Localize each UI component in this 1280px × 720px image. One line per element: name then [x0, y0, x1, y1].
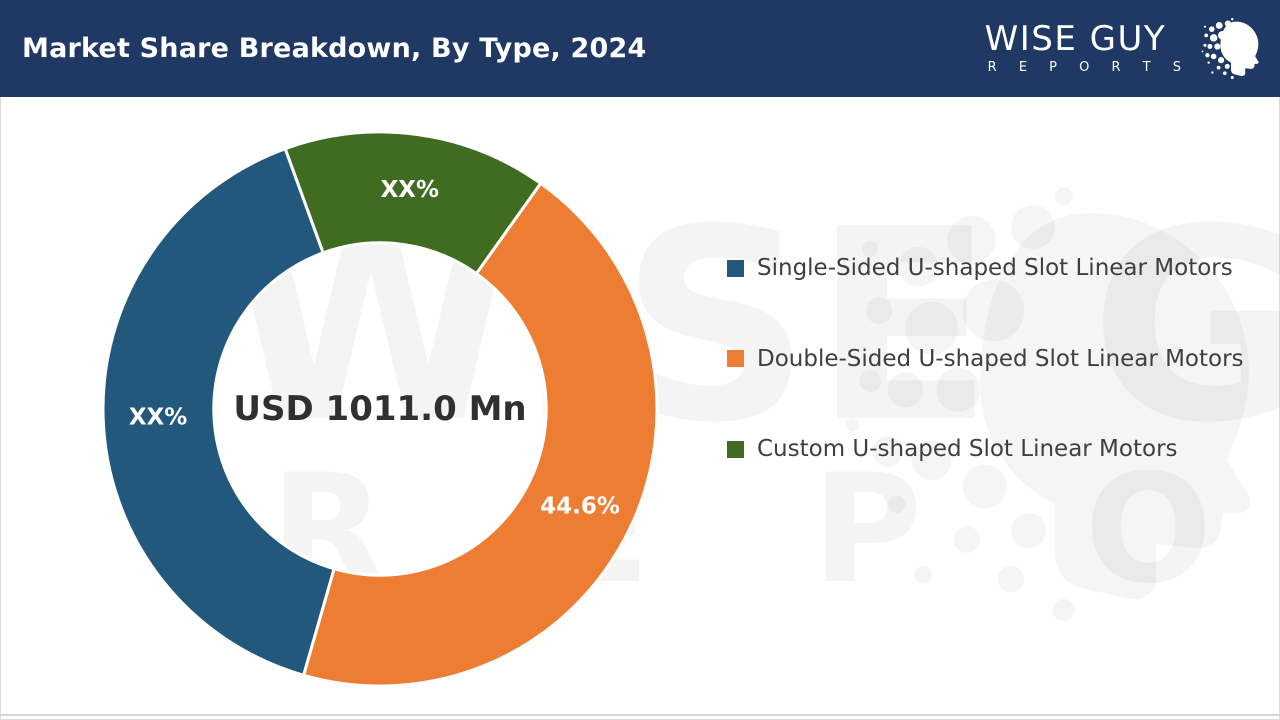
legend-swatch-0 [727, 259, 744, 277]
chart-legend: Single-Sided U-shaped Slot Linear Motors… [727, 255, 1280, 485]
brand-logo: WISE GUY R E P O R T S [985, 9, 1262, 89]
legend-swatch-2 [727, 440, 744, 458]
legend-swatch-1 [727, 350, 744, 367]
brand-tagline: R E P O R T S [987, 60, 1190, 75]
legend-item-0: Single-Sided U-shaped Slot Linear Motors [727, 255, 1233, 281]
donut-slice-2 [283, 130, 543, 276]
page-title: Market Share Breakdown, By Type, 2024 [22, 33, 647, 64]
donut-slice-1 [302, 181, 659, 688]
bottom-divider [0, 714, 1280, 716]
brand-text: WISE GUY R E P O R T S [985, 22, 1190, 75]
legend-label-0: Single-Sided U-shaped Slot Linear Motors [757, 255, 1233, 281]
wise-guy-face-icon [1201, 17, 1259, 79]
header-bar: Market Share Breakdown, By Type, 2024 WI… [0, 0, 1280, 97]
legend-label-1: Double-Sided U-shaped Slot Linear Motors [757, 345, 1244, 372]
slice-label-1: 44.6% [540, 493, 620, 519]
brand-name: WISE GUY [984, 19, 1167, 59]
slice-label-2: XX% [381, 177, 440, 203]
legend-item-2: Custom U-shaped Slot Linear Motors [727, 436, 1178, 462]
legend-item-1: Double-Sided U-shaped Slot Linear Motors [727, 346, 1244, 372]
slice-label-0: XX% [129, 405, 188, 431]
donut-slice-0 [101, 147, 336, 677]
legend-label-2: Custom U-shaped Slot Linear Motors [757, 436, 1178, 462]
chart-center-value: USD 1011.0 Mn [233, 389, 527, 429]
